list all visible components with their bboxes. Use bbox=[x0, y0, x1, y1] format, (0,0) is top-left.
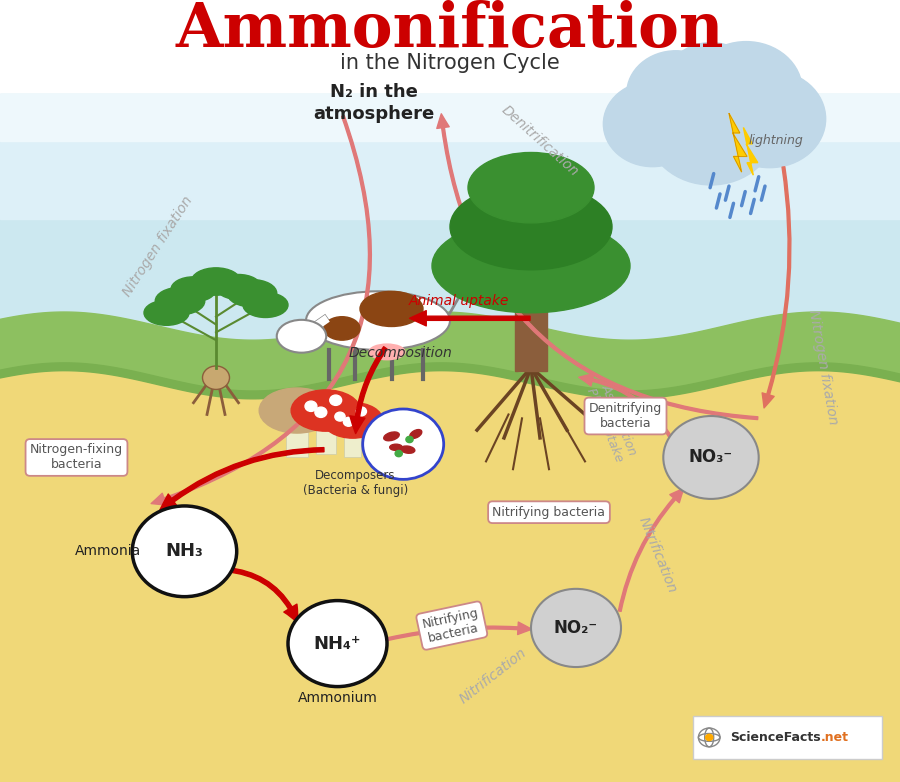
Bar bbox=[344, 428, 362, 457]
Ellipse shape bbox=[171, 277, 216, 302]
Ellipse shape bbox=[468, 152, 594, 223]
Bar bbox=[0, 0, 900, 94]
Text: ScienceFacts: ScienceFacts bbox=[731, 731, 821, 744]
Ellipse shape bbox=[291, 390, 360, 431]
FancyArrowPatch shape bbox=[436, 114, 758, 420]
Circle shape bbox=[363, 409, 444, 479]
Ellipse shape bbox=[259, 388, 335, 433]
Text: Ammonium: Ammonium bbox=[298, 691, 377, 705]
Circle shape bbox=[132, 506, 237, 597]
Text: NH₄⁺: NH₄⁺ bbox=[314, 634, 361, 653]
Text: Nitrification: Nitrification bbox=[457, 646, 529, 707]
Circle shape bbox=[664, 42, 758, 124]
Ellipse shape bbox=[276, 320, 326, 353]
Circle shape bbox=[395, 450, 402, 457]
FancyArrowPatch shape bbox=[762, 167, 791, 408]
Circle shape bbox=[406, 436, 413, 443]
Ellipse shape bbox=[450, 184, 612, 270]
FancyArrowPatch shape bbox=[350, 346, 387, 433]
Ellipse shape bbox=[243, 292, 288, 317]
Text: NO₂⁻: NO₂⁻ bbox=[554, 619, 598, 637]
Text: Animal uptake: Animal uptake bbox=[409, 294, 509, 308]
Text: .net: .net bbox=[821, 731, 849, 744]
Text: in the Nitrogen Cycle: in the Nitrogen Cycle bbox=[340, 52, 560, 73]
Ellipse shape bbox=[191, 267, 241, 295]
Circle shape bbox=[356, 407, 366, 416]
Text: N₂ in the
atmosphere: N₂ in the atmosphere bbox=[313, 83, 434, 124]
Polygon shape bbox=[743, 127, 758, 175]
Circle shape bbox=[646, 73, 776, 185]
Ellipse shape bbox=[369, 344, 405, 360]
Text: Denitrification: Denitrification bbox=[499, 102, 581, 179]
Bar bbox=[0, 94, 900, 219]
Text: Nitrification: Nitrification bbox=[635, 515, 679, 595]
Text: Decomposition: Decomposition bbox=[348, 346, 453, 361]
Ellipse shape bbox=[324, 317, 360, 340]
FancyArrowPatch shape bbox=[226, 568, 298, 623]
Text: lightning: lightning bbox=[749, 135, 803, 147]
Bar bbox=[693, 716, 882, 759]
Text: NO₃⁻: NO₃⁻ bbox=[688, 448, 734, 467]
Circle shape bbox=[714, 70, 825, 167]
Bar bbox=[515, 270, 547, 371]
Text: Ammonification: Ammonification bbox=[176, 0, 725, 59]
Text: Nitrifying
bacteria: Nitrifying bacteria bbox=[421, 606, 482, 645]
Ellipse shape bbox=[432, 219, 630, 313]
Ellipse shape bbox=[155, 287, 205, 314]
Text: Nitrogen fixation: Nitrogen fixation bbox=[806, 309, 841, 426]
Ellipse shape bbox=[400, 446, 415, 454]
FancyArrowPatch shape bbox=[410, 310, 530, 326]
Ellipse shape bbox=[390, 444, 402, 450]
Circle shape bbox=[288, 601, 387, 687]
Text: Denitrifying
bacteria: Denitrifying bacteria bbox=[589, 402, 662, 430]
FancyArrowPatch shape bbox=[151, 116, 372, 505]
Circle shape bbox=[305, 401, 317, 411]
Ellipse shape bbox=[144, 300, 189, 325]
Bar bbox=[316, 419, 336, 454]
Text: NH₃: NH₃ bbox=[166, 542, 203, 561]
Bar bbox=[0, 94, 900, 141]
Circle shape bbox=[603, 81, 702, 167]
FancyArrowPatch shape bbox=[388, 622, 532, 640]
FancyArrowPatch shape bbox=[579, 374, 673, 440]
Circle shape bbox=[663, 416, 759, 499]
Text: Nitrogen fixation: Nitrogen fixation bbox=[120, 194, 195, 299]
Ellipse shape bbox=[216, 274, 261, 300]
Circle shape bbox=[626, 51, 725, 136]
Text: Nitrogen-fixing
bacteria: Nitrogen-fixing bacteria bbox=[30, 443, 123, 472]
Circle shape bbox=[315, 407, 327, 418]
Text: Nitrifying bacteria: Nitrifying bacteria bbox=[492, 506, 606, 518]
Circle shape bbox=[329, 395, 342, 405]
Ellipse shape bbox=[306, 291, 450, 350]
Polygon shape bbox=[729, 113, 747, 172]
Bar bbox=[0, 94, 900, 391]
Circle shape bbox=[344, 418, 354, 426]
Ellipse shape bbox=[323, 403, 382, 438]
Circle shape bbox=[202, 366, 230, 389]
Text: Assimilation
Plant uptake: Assimilation Plant uptake bbox=[584, 381, 640, 464]
Ellipse shape bbox=[410, 429, 422, 439]
Circle shape bbox=[335, 412, 345, 421]
Bar bbox=[286, 420, 308, 457]
Bar bbox=[0, 360, 900, 782]
Circle shape bbox=[690, 41, 802, 139]
Text: Decomposers
(Bacteria & fungi): Decomposers (Bacteria & fungi) bbox=[303, 469, 408, 497]
Ellipse shape bbox=[227, 279, 277, 307]
Text: Ammonia: Ammonia bbox=[75, 544, 141, 558]
Circle shape bbox=[531, 589, 621, 667]
FancyArrowPatch shape bbox=[618, 489, 684, 612]
FancyArrowPatch shape bbox=[159, 447, 324, 511]
Ellipse shape bbox=[383, 432, 400, 441]
Ellipse shape bbox=[360, 291, 423, 327]
Circle shape bbox=[706, 734, 713, 741]
